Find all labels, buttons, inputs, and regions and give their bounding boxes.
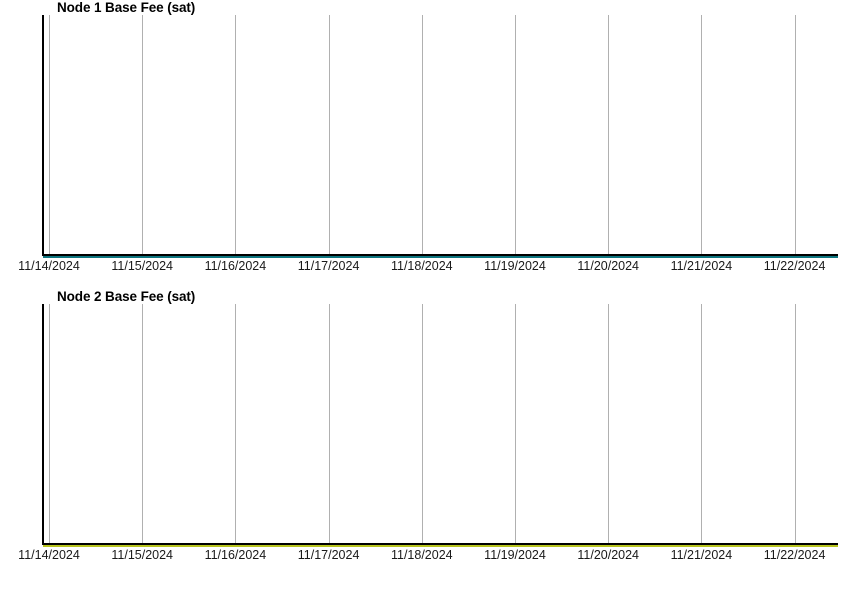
chart-panel-node-1: Node 1 Base Fee (sat) 11/14/2024 11/15/20… <box>0 0 860 290</box>
gridline <box>608 15 610 255</box>
plot-area-node-2 <box>42 304 839 544</box>
gridline <box>235 304 237 544</box>
gridline <box>142 15 144 255</box>
chart-title-node-1: Node 1 Base Fee (sat) <box>57 0 196 15</box>
x-tick-label: 11/20/2024 <box>577 548 640 562</box>
x-tick-label: 11/18/2024 <box>390 548 453 562</box>
x-tick-label: 11/19/2024 <box>484 259 546 273</box>
gridline <box>701 15 703 255</box>
gridline <box>328 15 330 255</box>
gridline <box>49 15 50 255</box>
chart-title-node-2: Node 2 Base Fee (sat) <box>57 289 196 304</box>
chart-panel-node-2: Node 2 Base Fee (sat) 11/14/2024 11/15/20… <box>0 289 860 579</box>
gridline <box>421 15 423 255</box>
gridline <box>608 304 610 544</box>
y-axis-node-2 <box>42 304 44 545</box>
gridline <box>701 304 703 544</box>
x-tick-label: 11/19/2024 <box>484 548 546 562</box>
x-tick-label: 11/18/2024 <box>390 259 453 273</box>
gridline <box>794 15 796 255</box>
x-axis-node-2 <box>42 543 838 545</box>
x-tick-label: 11/15/2024 <box>111 548 174 562</box>
gridline <box>235 15 237 255</box>
x-tick-label: 11/16/2024 <box>204 259 267 273</box>
gridline <box>794 304 796 544</box>
x-tick-label: 11/14/2024 <box>18 548 80 562</box>
gridline <box>142 304 144 544</box>
x-tick-label: 11/21/2024 <box>670 548 733 562</box>
x-tick-label: 11/17/2024 <box>297 259 360 273</box>
gridline <box>515 304 516 544</box>
x-axis-labels-node-1: 11/14/2024 11/15/2024 11/16/2024 11/17/2024… <box>0 258 860 278</box>
x-tick-label: 11/17/2024 <box>297 548 360 562</box>
x-tick-label: 11/22/2024 <box>763 259 826 273</box>
y-axis-node-1 <box>42 15 44 256</box>
gridline <box>421 304 423 544</box>
x-axis-node-1 <box>42 254 838 256</box>
series-line-node-2 <box>43 545 838 547</box>
x-tick-label: 11/14/2024 <box>18 259 80 273</box>
gridline <box>515 15 516 255</box>
x-tick-label: 11/20/2024 <box>577 259 640 273</box>
gridline <box>49 304 50 544</box>
x-tick-label: 11/22/2024 <box>763 548 826 562</box>
x-axis-labels-node-2: 11/14/2024 11/15/2024 11/16/2024 11/17/2024… <box>0 547 860 567</box>
series-line-node-1 <box>43 256 838 258</box>
x-tick-label: 11/15/2024 <box>111 259 174 273</box>
plot-area-node-1 <box>42 15 839 255</box>
gridline <box>328 304 330 544</box>
x-tick-label: 11/16/2024 <box>204 548 267 562</box>
x-tick-label: 11/21/2024 <box>670 259 733 273</box>
